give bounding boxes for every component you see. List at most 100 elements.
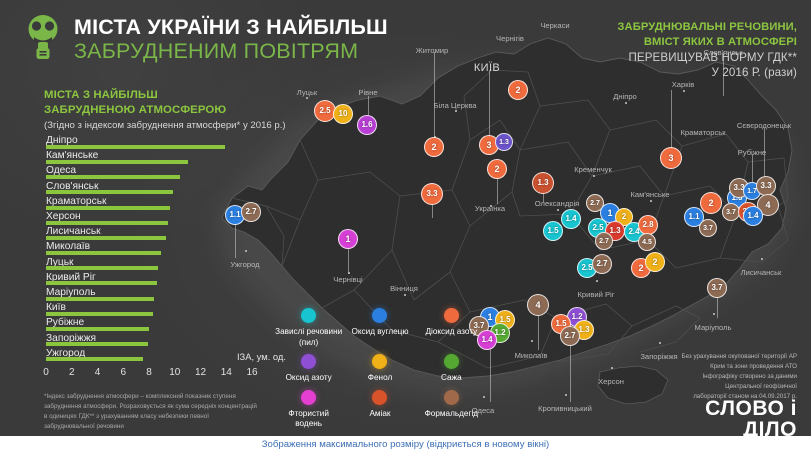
map-pollution-marker[interactable]: 4.5	[638, 233, 656, 251]
chart-bar	[46, 357, 143, 362]
map-pollution-marker[interactable]: 1.1	[684, 207, 704, 227]
chart-x-axis: ІЗА, ум. од. 0 2 4 6 8 10 12 14 16	[43, 351, 286, 383]
chart-bar-label: Київ	[46, 302, 66, 314]
map-pollution-marker[interactable]: 1.4	[743, 206, 763, 226]
map-pollution-marker[interactable]: 2.7	[560, 326, 580, 346]
map-pollution-marker[interactable]: 2.7	[241, 202, 261, 222]
nitrogen-oxide-legend[interactable]: Оксид азоту	[274, 354, 343, 384]
source-note-line5: лабораторії станом на 04.09.2017 р.	[693, 392, 797, 400]
map-pollution-marker[interactable]: 1	[338, 229, 358, 249]
chart-bar-label: Миколаїв	[46, 241, 91, 253]
map-pollution-marker[interactable]: 3.7	[707, 278, 727, 298]
legend-color-swatch	[443, 389, 459, 405]
map-pollution-marker[interactable]: 2	[645, 252, 665, 272]
map-pollution-marker[interactable]: 3.3	[756, 176, 776, 196]
chart-bar	[46, 327, 149, 332]
chart-bar-label: Ужгород	[46, 347, 86, 359]
map-pollution-marker[interactable]: 10	[333, 104, 353, 124]
chart-bar-label: Дніпро	[46, 135, 78, 147]
map-pollution-marker[interactable]: 4	[527, 294, 549, 316]
fullsize-image-link[interactable]: Зображення максимального розміру (відкри…	[261, 439, 550, 450]
chart-bar-row: Слов'янськ	[44, 181, 270, 196]
phenol-legend[interactable]: Фенол	[345, 354, 414, 384]
map-city-label: Запоріжжя	[640, 352, 678, 361]
chart-bar	[46, 144, 225, 149]
map-pollution-marker[interactable]: 1.6	[357, 115, 377, 135]
map-pollution-marker[interactable]: 1.3	[495, 133, 513, 151]
legend-label: Оксид вуглецю	[351, 327, 409, 336]
map-pollution-marker[interactable]: 2.7	[592, 254, 612, 274]
map-pollution-marker[interactable]: 4	[757, 194, 779, 216]
chart-bar-label: Рубіжне	[46, 317, 85, 329]
pin-stem	[348, 248, 349, 274]
chart-bar-row: Миколаїв	[44, 241, 270, 256]
map-pollution-marker[interactable]: 1.5	[543, 221, 563, 241]
chart-axis-tick: 6	[120, 366, 127, 378]
city-dot	[761, 258, 763, 260]
map-city-label: Луцьк	[296, 88, 318, 97]
chart-bar	[46, 175, 180, 180]
map-pollution-marker[interactable]: 3.3	[421, 183, 443, 205]
city-dot	[596, 280, 598, 282]
map-pollution-marker[interactable]: 2.7	[595, 232, 613, 250]
city-dot	[306, 97, 308, 99]
nitrogen-dioxide-legend[interactable]: Діоксид азоту	[417, 308, 486, 348]
chart-axis-tick: 12	[194, 366, 207, 378]
city-dot	[531, 340, 533, 342]
legend-color-swatch	[301, 389, 317, 405]
map-pollution-marker[interactable]: 2.8	[638, 215, 658, 235]
chart-bar-label: Слов'янськ	[46, 180, 99, 192]
pollutants-heading-line4: У 2016 Р. (рази)	[711, 66, 797, 80]
ammonia-legend[interactable]: Аміак	[345, 389, 414, 430]
map-pollution-marker[interactable]: 1.4	[477, 330, 497, 350]
chart-footnotes: *Індекс забруднення атмосфери – комплекс…	[44, 392, 259, 436]
map-pollution-marker[interactable]: 2	[508, 80, 528, 100]
city-dot	[455, 110, 457, 112]
map-city-label: Кам'янське	[630, 190, 670, 199]
map-city-label: Маріуполь	[694, 323, 732, 332]
chart-subheading: (Згідно з індексом забруднення атмосфери…	[44, 120, 286, 132]
chart-bar-row: Запоріжжя	[44, 333, 270, 348]
pollutants-heading-line1: ЗАБРУДНЮВАЛЬНІ РЕЧОВИНИ,	[617, 21, 797, 33]
map-city-label: Дніпро	[613, 92, 637, 101]
chart-axis-tick: 14	[220, 366, 232, 378]
pin-stem	[235, 224, 236, 258]
legend-color-swatch	[443, 354, 459, 369]
crimea-landmass	[597, 365, 669, 405]
formaldehyde-legend[interactable]: Формальдегід	[417, 389, 486, 430]
dust-legend[interactable]: Завислі речовини (пил)	[274, 308, 343, 348]
map-pollution-marker[interactable]: 2	[700, 192, 722, 214]
map-city-label: Рівне	[358, 88, 378, 97]
carbon-monoxide-legend[interactable]: Оксид вуглецю	[345, 308, 414, 348]
map-city-label: Черкаси	[540, 21, 570, 30]
chart-bar-row: Маріуполь	[44, 287, 270, 302]
map-pollution-marker[interactable]: 1.3	[532, 172, 554, 194]
city-dot	[593, 175, 595, 177]
city-dot	[713, 313, 715, 315]
pin-stem	[723, 54, 724, 96]
map-pollution-marker[interactable]: 3.7	[699, 219, 717, 237]
hydrogen-fluoride-legend[interactable]: Фтористий водень	[274, 389, 343, 430]
slovo-i-dilo-logo: СЛОВО і ДІЛО	[657, 398, 797, 436]
map-pollution-marker[interactable]: 3	[660, 147, 682, 169]
legend-color-swatch	[372, 354, 388, 369]
chart-axis-tick: 8	[146, 366, 152, 378]
map-city-label: Українка	[474, 204, 506, 213]
pin-stem	[764, 128, 765, 178]
chart-bar	[46, 296, 155, 301]
chart-bar-row: Кам'янське	[44, 150, 270, 165]
map-pollution-marker[interactable]: 2	[487, 159, 507, 179]
map-city-label: Слов'янськ	[703, 48, 743, 57]
chart-bar-row: Кривий Ріг	[44, 272, 270, 287]
chart-bar-row: Луцьк	[44, 257, 270, 272]
map-pollution-marker[interactable]: 2.7	[586, 194, 604, 212]
map-pollution-marker[interactable]: 1.4	[561, 209, 581, 229]
chart-bar-row: Одеса	[44, 165, 270, 180]
chart-bar-label: Херсон	[46, 211, 81, 223]
map-city-label: Лисичанськ	[740, 268, 782, 277]
chart-axis-tick: 16	[246, 366, 258, 378]
map-city-label: Олександрія	[534, 199, 580, 208]
city-dot	[490, 205, 492, 207]
soot-legend[interactable]: Сажа	[417, 354, 486, 384]
map-pollution-marker[interactable]: 2	[424, 137, 444, 157]
